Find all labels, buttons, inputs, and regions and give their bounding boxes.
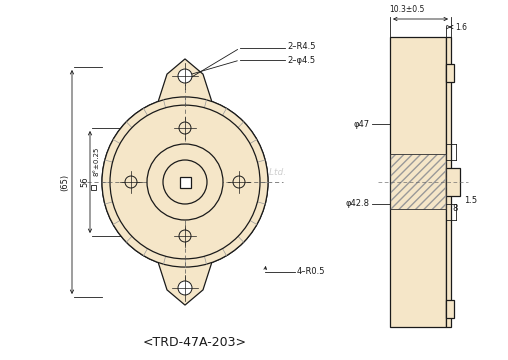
Polygon shape <box>155 253 215 305</box>
Circle shape <box>163 160 207 204</box>
Ellipse shape <box>102 97 268 267</box>
Text: 2–R4.5: 2–R4.5 <box>287 41 315 50</box>
Bar <box>390 37 446 327</box>
Circle shape <box>147 144 223 220</box>
Text: 8°±0.25: 8°±0.25 <box>93 147 99 176</box>
Text: (65): (65) <box>60 174 70 190</box>
Circle shape <box>125 176 137 188</box>
Text: <TRD-47A-203>: <TRD-47A-203> <box>143 337 247 350</box>
Text: 56: 56 <box>80 177 89 187</box>
Circle shape <box>178 69 192 83</box>
Circle shape <box>179 122 191 134</box>
Bar <box>446 37 451 327</box>
Circle shape <box>233 176 245 188</box>
Text: 1.6: 1.6 <box>455 23 467 32</box>
Bar <box>179 176 190 188</box>
Text: 8: 8 <box>452 204 458 213</box>
Ellipse shape <box>110 105 260 259</box>
Bar <box>390 154 446 209</box>
Polygon shape <box>155 59 215 112</box>
Bar <box>446 64 454 82</box>
Bar <box>91 185 96 190</box>
Bar <box>446 300 454 318</box>
Circle shape <box>179 230 191 242</box>
Circle shape <box>178 281 192 295</box>
Ellipse shape <box>102 97 268 267</box>
Text: φ47: φ47 <box>354 120 370 129</box>
Bar <box>446 168 460 196</box>
Text: φ42.8: φ42.8 <box>346 199 370 208</box>
Bar <box>390 154 446 209</box>
Text: 2–φ4.5: 2–φ4.5 <box>287 55 315 64</box>
Text: 4–R0.5: 4–R0.5 <box>297 267 326 276</box>
Text: 10.3±0.5: 10.3±0.5 <box>389 5 424 14</box>
Text: Shanghai Toyou Industry Co., Ltd.: Shanghai Toyou Industry Co., Ltd. <box>134 167 286 176</box>
Text: 1.5: 1.5 <box>464 195 477 204</box>
